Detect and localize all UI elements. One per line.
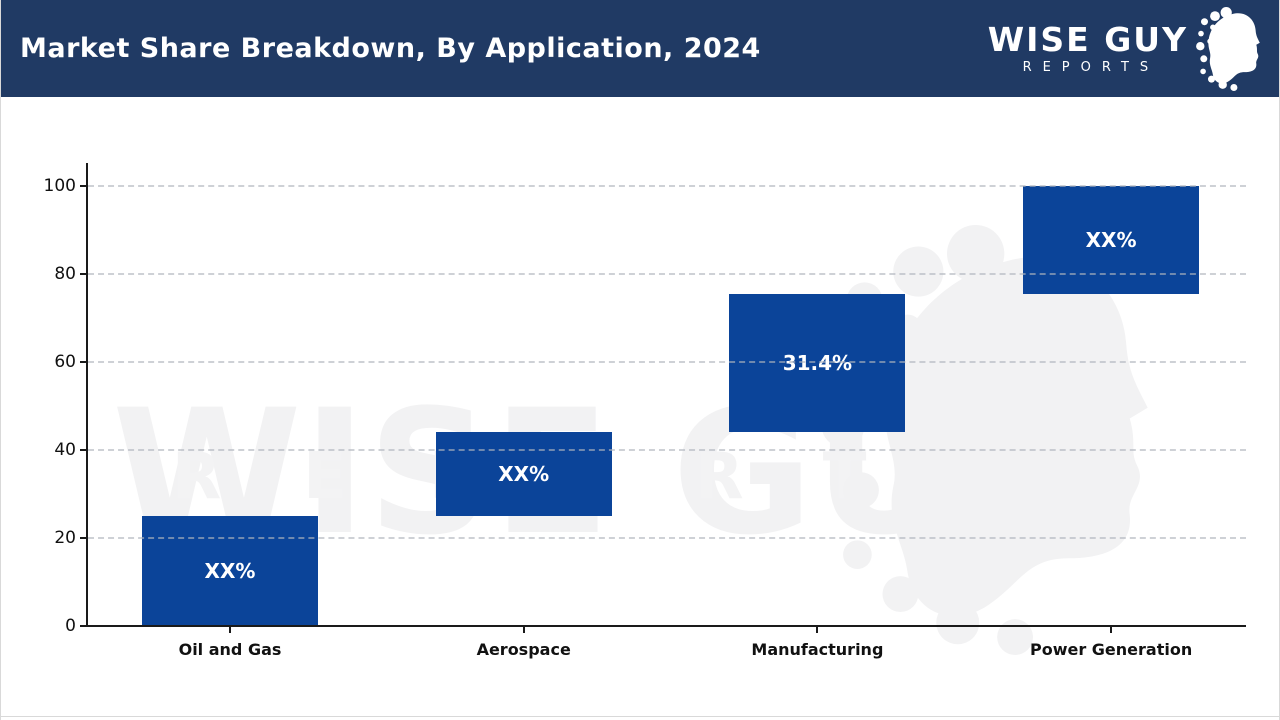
brand-logo: WISE GUY REPORTS bbox=[988, 6, 1280, 91]
gridline-60 bbox=[88, 361, 1246, 363]
bar-aerospace: XX% bbox=[435, 432, 612, 516]
y-tick-label: 80 bbox=[54, 264, 76, 284]
y-tick-mark bbox=[80, 449, 87, 451]
bar-manufacturing: 31.4% bbox=[729, 294, 906, 433]
y-tick-mark bbox=[80, 185, 87, 187]
bar-power-generation: XX% bbox=[1023, 186, 1200, 295]
y-tick-mark bbox=[80, 625, 87, 627]
x-tick-mark bbox=[1110, 627, 1113, 633]
y-tick-label: 40 bbox=[54, 440, 76, 460]
brand-name: WISE GUY bbox=[987, 20, 1188, 59]
x-category-label: Aerospace bbox=[476, 640, 571, 659]
brand-logo-text: WISE GUY REPORTS bbox=[988, 23, 1188, 74]
x-category-label: Oil and Gas bbox=[178, 640, 282, 659]
gridline-20 bbox=[88, 537, 1246, 539]
brand-subtitle: REPORTS bbox=[1022, 60, 1160, 75]
page-border-left bbox=[0, 0, 1, 720]
page-title: Market Share Breakdown, By Application, … bbox=[20, 33, 761, 64]
chart-area: WISE GUY REPORTS 0 20 40 60 80 100 XX% Oil and … bbox=[0, 97, 1280, 717]
gridline-80 bbox=[88, 273, 1246, 275]
y-tick-label: 0 bbox=[65, 616, 76, 636]
x-tick-mark bbox=[816, 627, 819, 633]
x-tick-mark bbox=[522, 627, 525, 633]
y-tick-label: 20 bbox=[54, 528, 76, 548]
page-border-bottom bbox=[0, 716, 1280, 717]
x-axis-spine bbox=[86, 625, 1246, 627]
header-bar: Market Share Breakdown, By Application, … bbox=[0, 0, 1280, 97]
bar-value-label: XX% bbox=[1085, 228, 1137, 253]
x-category-label: Manufacturing bbox=[751, 640, 884, 659]
y-tick-mark bbox=[80, 361, 87, 363]
y-tick-mark bbox=[80, 537, 87, 539]
y-tick-label: 60 bbox=[54, 352, 76, 372]
x-category-label: Power Generation bbox=[1029, 640, 1193, 659]
gridline-40 bbox=[88, 449, 1246, 451]
bar-oil-and-gas: XX% bbox=[142, 516, 318, 626]
bar-value-label: 31.4% bbox=[782, 351, 853, 376]
bar-value-label: XX% bbox=[498, 462, 550, 487]
y-tick-mark bbox=[80, 273, 87, 275]
x-tick-mark bbox=[229, 627, 231, 633]
bar-value-label: XX% bbox=[204, 559, 256, 583]
y-axis-spine bbox=[86, 163, 88, 627]
gridline-100 bbox=[88, 185, 1246, 187]
y-tick-label: 100 bbox=[43, 176, 76, 196]
